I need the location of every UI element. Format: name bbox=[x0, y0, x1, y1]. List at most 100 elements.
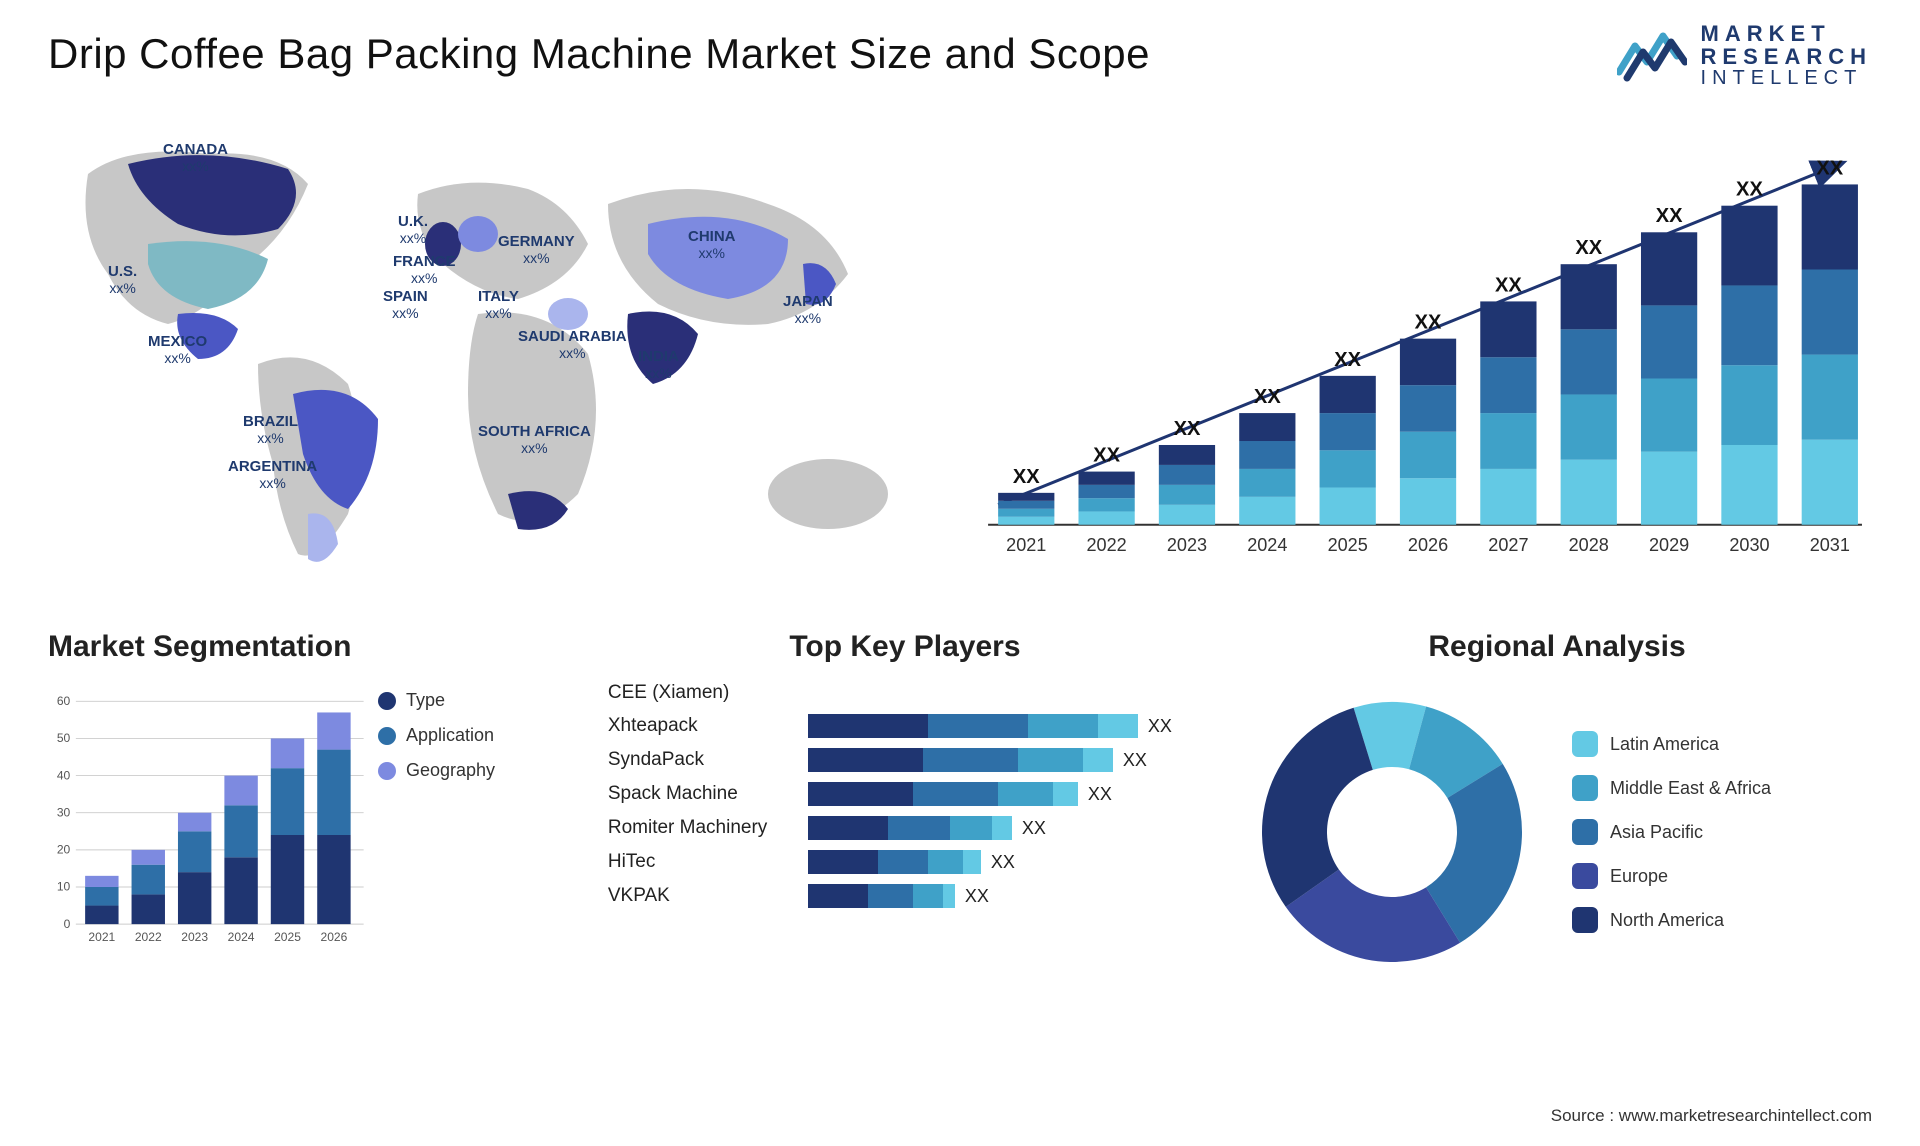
country-label: CHINAxx% bbox=[688, 229, 736, 261]
growth-bar-value: XX bbox=[1495, 274, 1522, 296]
growth-bar-year: 2030 bbox=[1729, 535, 1769, 555]
growth-bar-seg bbox=[1802, 184, 1858, 269]
seg-bar bbox=[178, 813, 211, 832]
seg-bar bbox=[85, 906, 118, 925]
growth-bar-year: 2024 bbox=[1247, 535, 1287, 555]
growth-bar-seg bbox=[998, 501, 1054, 509]
svg-text:30: 30 bbox=[57, 805, 71, 819]
growth-bar-value: XX bbox=[1093, 445, 1120, 467]
seg-bar bbox=[178, 831, 211, 872]
growth-bar-seg bbox=[1078, 498, 1134, 511]
segmentation-panel: Market Segmentation 0102030405060 202120… bbox=[48, 630, 568, 982]
region-legend-item: Middle East & Africa bbox=[1572, 775, 1771, 801]
region-legend-item: Europe bbox=[1572, 863, 1771, 889]
growth-bar-seg bbox=[1159, 465, 1215, 485]
growth-bar-seg bbox=[998, 509, 1054, 517]
players-panel: Top Key Players CEE (Xiamen) Xhteapack XX… bbox=[608, 630, 1202, 982]
growth-bar-value: XX bbox=[1656, 205, 1683, 227]
country-label: JAPANxx% bbox=[783, 294, 833, 326]
player-name: Spack Machine bbox=[608, 783, 808, 805]
logo-icon bbox=[1617, 28, 1687, 84]
page-title: Drip Coffee Bag Packing Machine Market S… bbox=[48, 30, 1872, 78]
country-label: U.S.xx% bbox=[108, 264, 137, 296]
growth-bar-seg bbox=[1239, 469, 1295, 497]
player-header: CEE (Xiamen) bbox=[608, 682, 808, 704]
country-label: MEXICOxx% bbox=[148, 334, 207, 366]
donut-svg bbox=[1242, 682, 1542, 982]
growth-bar-seg bbox=[1721, 365, 1777, 445]
growth-chart-svg: XX2021XX2022XX2023XX2024XX2025XX2026XX20… bbox=[968, 114, 1872, 594]
region-legend: Latin AmericaMiddle East & AfricaAsia Pa… bbox=[1572, 731, 1771, 933]
growth-bar-seg bbox=[1078, 485, 1134, 498]
growth-bar-seg bbox=[1480, 413, 1536, 469]
growth-bar-seg bbox=[1320, 413, 1376, 450]
player-row: Xhteapack XX bbox=[608, 714, 1202, 738]
seg-year: 2021 bbox=[88, 930, 115, 944]
player-row: SyndaPackXX bbox=[608, 748, 1202, 772]
player-row: Romiter MachineryXX bbox=[608, 816, 1202, 840]
source-text: Source : www.marketresearchintellect.com bbox=[1551, 1106, 1872, 1126]
country-label: ITALYxx% bbox=[478, 289, 519, 321]
growth-bar-seg bbox=[1400, 339, 1456, 386]
seg-bar bbox=[224, 805, 257, 857]
seg-bar bbox=[271, 738, 304, 768]
growth-bar-year: 2023 bbox=[1167, 535, 1207, 555]
donut-slice bbox=[1262, 708, 1373, 907]
seg-bar bbox=[132, 850, 165, 865]
growth-bar-seg bbox=[1400, 478, 1456, 525]
svg-text:50: 50 bbox=[57, 731, 71, 745]
country-label: FRANCExx% bbox=[393, 254, 456, 286]
seg-bar bbox=[271, 768, 304, 835]
growth-bar-seg bbox=[1561, 394, 1617, 459]
growth-chart-panel: XX2021XX2022XX2023XX2024XX2025XX2026XX20… bbox=[968, 114, 1872, 594]
growth-bar-seg bbox=[1802, 440, 1858, 525]
growth-bar-seg bbox=[1721, 285, 1777, 365]
world-map-panel: CANADAxx%U.S.xx%MEXICOxx%BRAZILxx%ARGENT… bbox=[48, 114, 928, 594]
segmentation-title: Market Segmentation bbox=[48, 630, 568, 664]
seg-bar bbox=[317, 712, 350, 749]
growth-bar-seg bbox=[1641, 305, 1697, 378]
seg-bar bbox=[132, 865, 165, 895]
seg-bar bbox=[85, 876, 118, 887]
country-label: SAUDI ARABIAxx% bbox=[518, 329, 627, 361]
player-name: Xhteapack bbox=[608, 715, 808, 737]
growth-bar-seg bbox=[1561, 460, 1617, 525]
player-row: VKPAKXX bbox=[608, 884, 1202, 908]
seg-bar bbox=[317, 750, 350, 835]
regional-panel: Regional Analysis Latin AmericaMiddle Ea… bbox=[1242, 630, 1872, 982]
players-title: Top Key Players bbox=[608, 630, 1202, 664]
seg-bar bbox=[132, 894, 165, 924]
seg-bar bbox=[224, 857, 257, 924]
region-legend-item: North America bbox=[1572, 907, 1771, 933]
country-label: SOUTH AFRICAxx% bbox=[478, 424, 591, 456]
growth-bar-seg bbox=[1641, 379, 1697, 452]
seg-bar bbox=[317, 835, 350, 924]
logo-line3: INTELLECT bbox=[1701, 68, 1872, 89]
growth-bar-seg bbox=[1641, 452, 1697, 525]
player-name: HiTec bbox=[608, 851, 808, 873]
seg-year: 2022 bbox=[135, 930, 162, 944]
growth-bar-value: XX bbox=[1816, 157, 1843, 179]
region-legend-item: Latin America bbox=[1572, 731, 1771, 757]
growth-bar-value: XX bbox=[1013, 466, 1040, 488]
growth-bar-seg bbox=[1320, 488, 1376, 525]
growth-bar-year: 2022 bbox=[1087, 535, 1127, 555]
growth-bar-seg bbox=[1078, 511, 1134, 524]
seg-bar bbox=[224, 776, 257, 806]
growth-bar-seg bbox=[1802, 355, 1858, 440]
growth-bar-seg bbox=[1721, 445, 1777, 525]
seg-legend-item: Application bbox=[378, 725, 495, 746]
player-value: XX bbox=[1123, 750, 1147, 771]
growth-bar-seg bbox=[1480, 301, 1536, 357]
growth-bar-value: XX bbox=[1736, 179, 1763, 201]
growth-bar-seg bbox=[1239, 441, 1295, 469]
player-value: XX bbox=[1148, 716, 1172, 737]
growth-bar-value: XX bbox=[1415, 312, 1442, 334]
player-bar bbox=[808, 884, 955, 908]
growth-bar-seg bbox=[1641, 232, 1697, 305]
growth-bar-value: XX bbox=[1334, 349, 1361, 371]
player-bar bbox=[808, 748, 1113, 772]
growth-bar-seg bbox=[1480, 357, 1536, 413]
growth-bar-year: 2028 bbox=[1569, 535, 1609, 555]
seg-legend-item: Geography bbox=[378, 760, 495, 781]
